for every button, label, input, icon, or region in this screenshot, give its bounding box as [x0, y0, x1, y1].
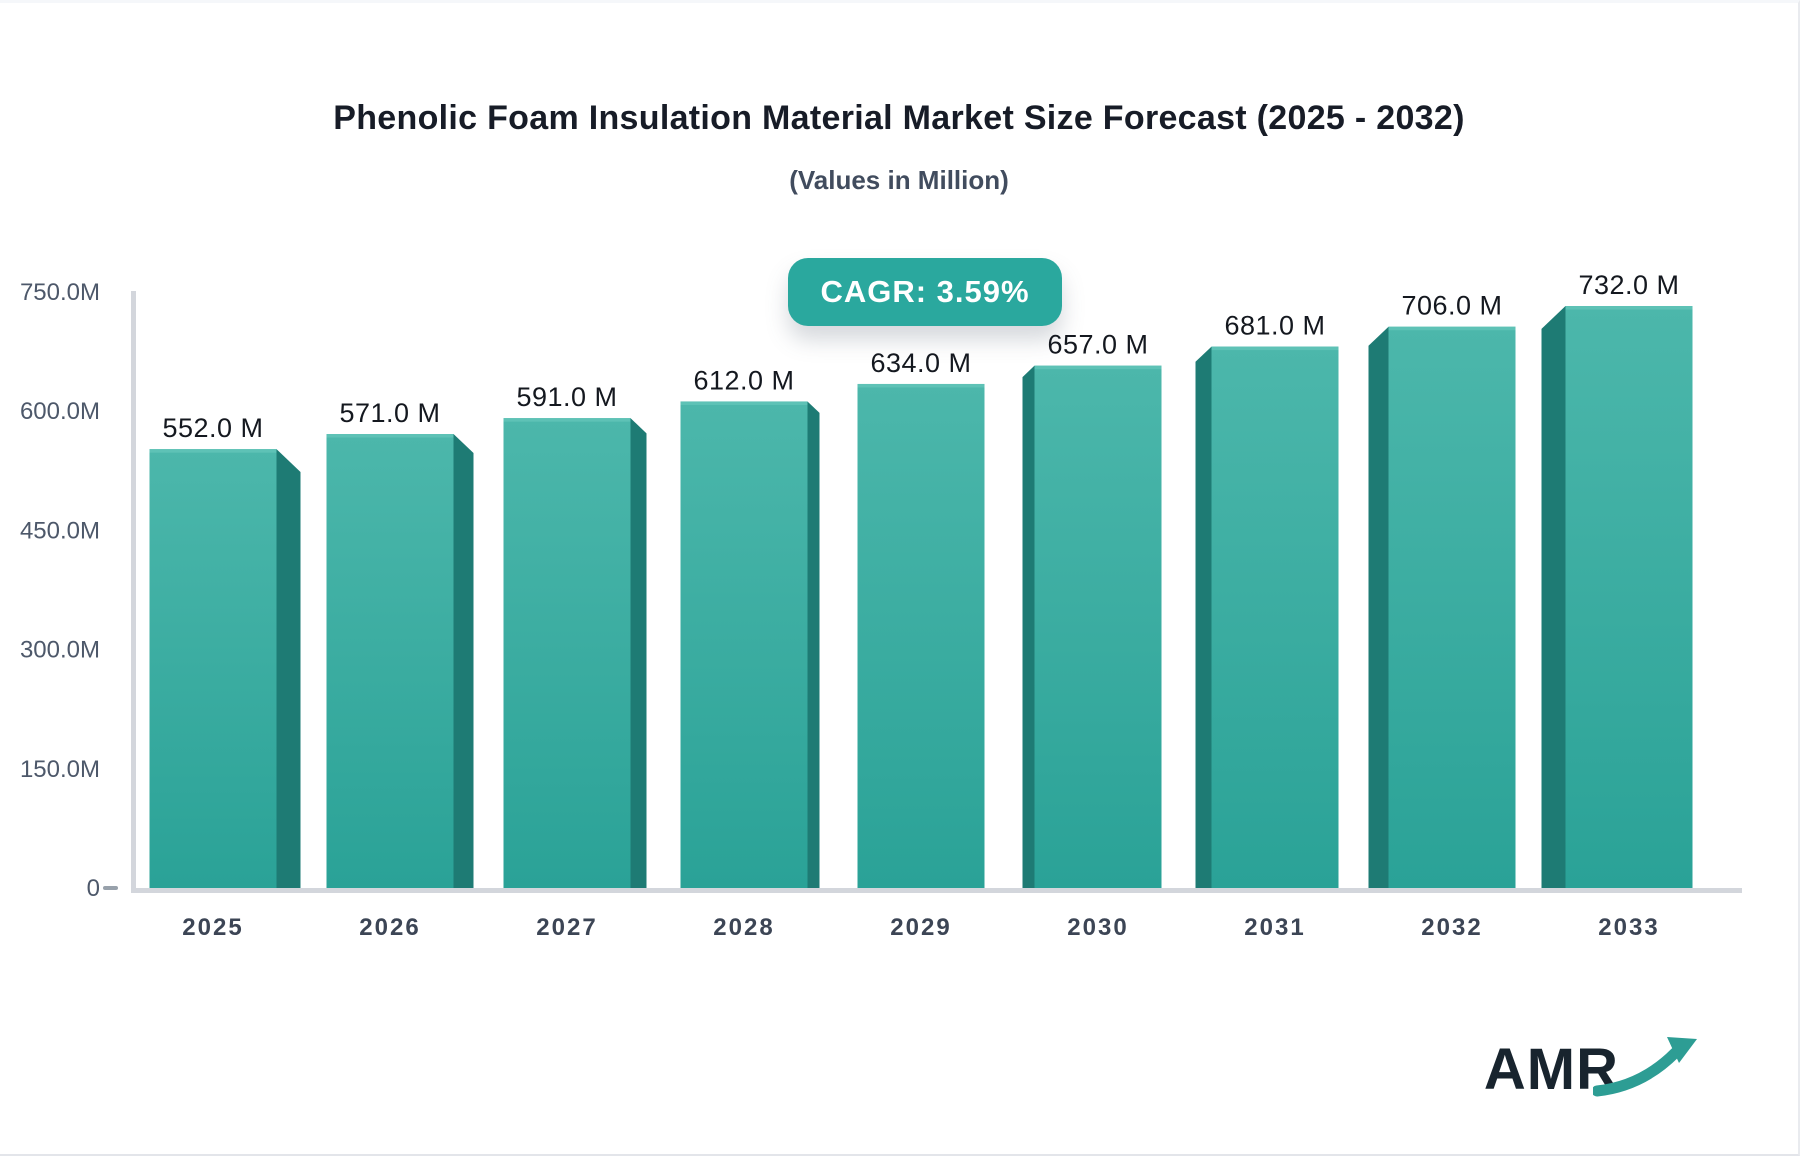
value-label-2033: 732.0 M	[1578, 270, 1679, 300]
x-tick-label-2025: 2025	[182, 914, 243, 941]
y-tick-label-150.0M: 150.0M	[20, 756, 100, 783]
bar-2027-face	[503, 418, 631, 888]
bar-2031-side	[1195, 346, 1212, 889]
bar-2031-face	[1211, 346, 1339, 889]
bar-2029-top-highlight	[857, 383, 985, 388]
bar-2026-face	[326, 434, 454, 888]
x-tick-label-2033: 2033	[1598, 914, 1659, 941]
value-label-2025: 552.0 M	[162, 413, 263, 443]
bar-2029-face	[857, 383, 985, 888]
bar-2025-top-highlight	[149, 449, 277, 453]
y-tick-label-750.0M: 750.0M	[20, 279, 100, 306]
value-label-2028: 612.0 M	[693, 365, 794, 395]
x-tick-label-2028: 2028	[713, 914, 774, 941]
y-tick-label-600.0M: 600.0M	[20, 398, 100, 425]
bar-2032-top-highlight	[1388, 326, 1516, 331]
value-label-2026: 571.0 M	[339, 398, 440, 428]
bar-2025-side	[276, 449, 301, 888]
value-label-2030: 657.0 M	[1047, 330, 1148, 360]
value-label-2029: 634.0 M	[870, 348, 971, 378]
bar-2030-side	[1022, 365, 1035, 888]
chart-subtitle: (Values in Million)	[789, 165, 1009, 195]
x-tick-label-2032: 2032	[1421, 914, 1482, 941]
chart-title: Phenolic Foam Insulation Material Market…	[333, 99, 1465, 137]
value-label-2031: 681.0 M	[1224, 311, 1325, 341]
bar-2025-face	[149, 449, 277, 888]
y-tick-label-0: 0	[87, 875, 100, 902]
bar-2031-top-highlight	[1211, 346, 1339, 351]
x-tick-label-2031: 2031	[1244, 914, 1305, 941]
x-tick-label-2027: 2027	[536, 914, 597, 941]
bars-layer	[149, 306, 1693, 889]
bar-2033-face	[1565, 306, 1693, 888]
bar-2033-side	[1541, 306, 1566, 888]
bar-2030-face	[1034, 365, 1162, 888]
bar-2026-top-highlight	[326, 434, 454, 438]
bar-2027-side	[630, 418, 647, 888]
bar-2028-side	[807, 401, 820, 888]
x-tick-label-2029: 2029	[890, 914, 951, 941]
axis-layer	[103, 291, 1742, 893]
bar-2032-side	[1368, 326, 1389, 889]
cagr-badge: CAGR: 3.59%	[788, 258, 1062, 326]
bar-2032-face	[1388, 326, 1516, 889]
y-tick-label-300.0M: 300.0M	[20, 637, 100, 664]
x-tick-label-2026: 2026	[359, 914, 420, 941]
bar-2026-side	[453, 434, 474, 888]
value-label-2032: 706.0 M	[1401, 291, 1502, 321]
bar-2027-top-highlight	[503, 418, 631, 422]
x-axis-line	[131, 888, 1742, 893]
x-tick-label-2030: 2030	[1067, 914, 1128, 941]
amr-logo: AMR	[1484, 1037, 1703, 1099]
cagr-badge-label: CAGR: 3.59%	[820, 274, 1030, 309]
zero-tick-dash	[103, 886, 118, 890]
bar-2030-top-highlight	[1034, 365, 1162, 370]
bar-2033-top-highlight	[1565, 306, 1693, 310]
y-axis-line	[131, 291, 136, 893]
bar-2028-top-highlight	[680, 401, 808, 405]
value-label-2027: 591.0 M	[516, 382, 617, 412]
labels-layer: 750.0M 600.0M 450.0M 300.0M 150.0M 0 552.0 M 20…	[20, 270, 1679, 941]
bar-2028-face	[680, 401, 808, 888]
growth-arrow-icon	[1593, 1037, 1697, 1097]
bar-chart: 750.0M 600.0M 450.0M 300.0M 150.0M 0 552.0 M 20…	[20, 270, 1742, 941]
y-tick-label-450.0M: 450.0M	[20, 517, 100, 544]
